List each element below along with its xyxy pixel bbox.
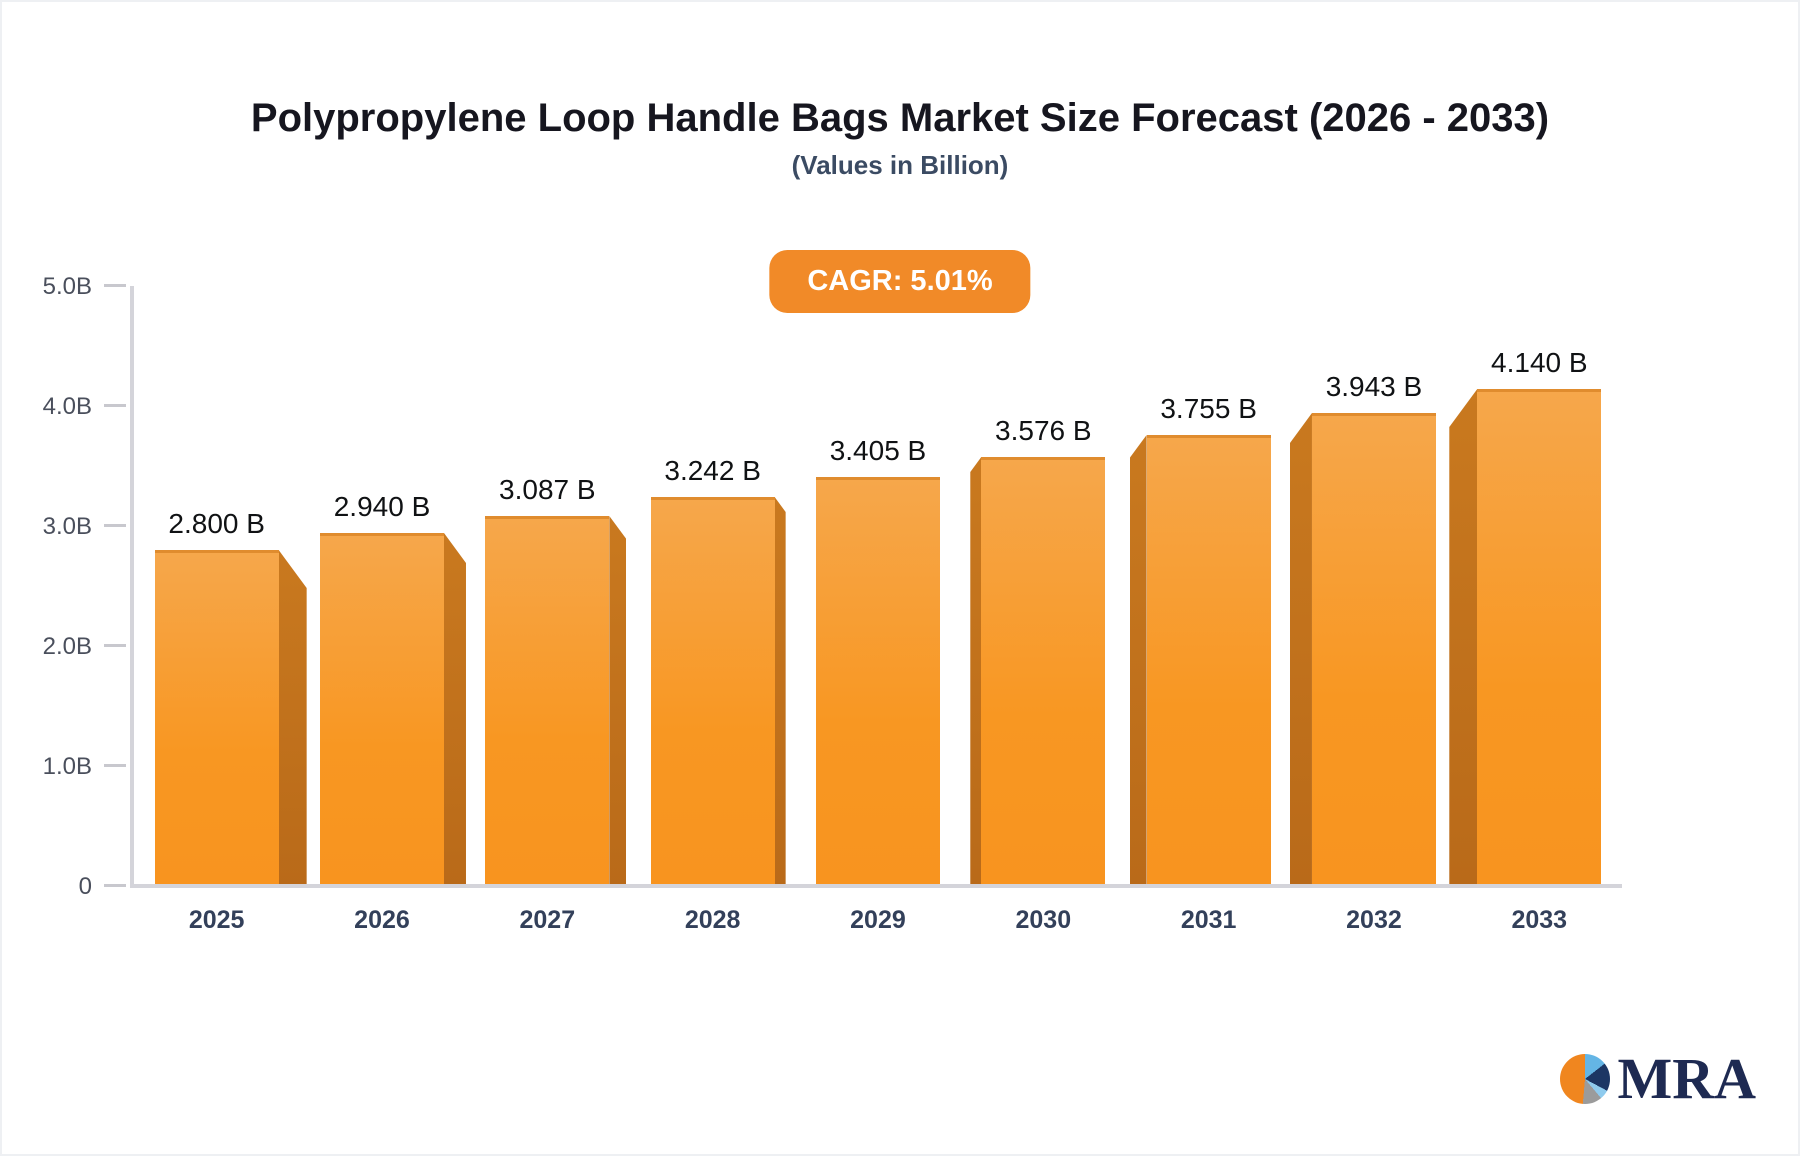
x-tick-label-2028: 2028 [684, 906, 741, 934]
y-tick-label-5.0B: 5.0B [42, 273, 92, 301]
x-tick-label-2027: 2027 [519, 906, 576, 934]
y-axis: 5.0B 4.0B 3.0B 2.0B 1.0B 0 [0, 273, 130, 900]
y-tick-mark [104, 884, 126, 887]
y-tick-mark [104, 524, 126, 527]
bar-slot-2028: 3.242 B [630, 286, 795, 886]
chart-subtitle: (Values in Billion) [791, 150, 1009, 180]
x-tick-label-2030: 2030 [1015, 906, 1072, 934]
y-tick-mark [104, 404, 126, 407]
bar-slot-2032: 3.943 B [1289, 286, 1456, 886]
x-tick-label-2025: 2025 [188, 906, 245, 934]
bar-2032 [1311, 413, 1436, 886]
bar-2031 [1146, 435, 1271, 886]
bar-value-label: 2.800 B [168, 508, 265, 539]
bar-slot-2025: 2.800 B [134, 286, 307, 886]
bar-2025 [154, 550, 279, 886]
bar-value-label: 3.405 B [829, 435, 927, 466]
bar-side-face [609, 516, 627, 886]
y-tick-mark [104, 764, 126, 767]
bar-chart: 5.0B 4.0B 3.0B 2.0B 1.0B 0 2.800 B 2.940 B 3.08… [0, 273, 1800, 934]
bars-area: 2.800 B 2.940 B 3.087 B 3.242 B 3.405 B 3.576… [134, 286, 1622, 886]
logo-text: MRA [1617, 1046, 1756, 1111]
bar-2029 [815, 477, 940, 886]
bar-slot-2033: 4.140 B [1449, 286, 1622, 886]
bar-value-label: 3.242 B [664, 455, 761, 486]
y-tick-label-4.0B: 4.0B [42, 393, 92, 421]
bar-side-face [1449, 389, 1478, 886]
bar-slot-2029: 3.405 B [795, 286, 960, 886]
bar-side-face [443, 533, 466, 886]
y-tick-mark [104, 284, 126, 287]
bar-2033 [1477, 389, 1602, 886]
bar-value-label: 3.943 B [1325, 371, 1423, 402]
bar-side-face [1129, 435, 1147, 886]
cagr-badge: CAGR: 5.01% [769, 250, 1031, 313]
x-tick-label-2026: 2026 [354, 906, 410, 934]
x-tick-label-2033: 2033 [1511, 906, 1568, 934]
bar-side-face [1289, 413, 1312, 886]
mra-logo: MRA [1560, 1050, 1756, 1108]
bar-slot-2027: 3.087 B [465, 286, 630, 886]
y-tick-label-0: 0 [78, 873, 92, 901]
bar-value-label: 4.140 B [1491, 347, 1588, 378]
pie-chart-icon [1560, 1054, 1611, 1104]
bar-value-label: 2.940 B [333, 491, 431, 522]
bar-side-face [970, 457, 982, 886]
x-tick-label-2031: 2031 [1180, 906, 1237, 934]
bar-value-label: 3.755 B [1160, 393, 1257, 424]
x-axis-line [130, 884, 1622, 888]
bar-2026 [319, 533, 444, 886]
bar-slot-2031: 3.755 B [1126, 286, 1291, 886]
y-tick-mark [104, 644, 126, 647]
bar-slot-2026: 2.940 B [299, 286, 466, 886]
bar-value-label: 3.576 B [995, 415, 1092, 446]
x-tick-label-2029: 2029 [850, 906, 906, 934]
bar-slot-2030: 3.576 B [961, 286, 1126, 886]
bar-side-face [278, 550, 307, 886]
y-tick-label-3.0B: 3.0B [42, 513, 92, 541]
x-axis-labels: 2025 2026 2027 2028 2029 2030 2031 2032 2033 [134, 906, 1622, 935]
bar-2030 [981, 457, 1106, 886]
x-tick-label-2032: 2032 [1346, 906, 1402, 934]
chart-title: Polypropylene Loop Handle Bags Market Si… [250, 96, 1550, 140]
bar-2028 [650, 497, 775, 886]
y-axis-line [130, 286, 134, 886]
bar-side-face [774, 497, 786, 886]
bar-value-label: 3.087 B [499, 474, 596, 505]
bar-2027 [485, 516, 610, 886]
y-tick-label-1.0B: 1.0B [42, 753, 92, 781]
y-tick-label-2.0B: 2.0B [42, 633, 92, 661]
